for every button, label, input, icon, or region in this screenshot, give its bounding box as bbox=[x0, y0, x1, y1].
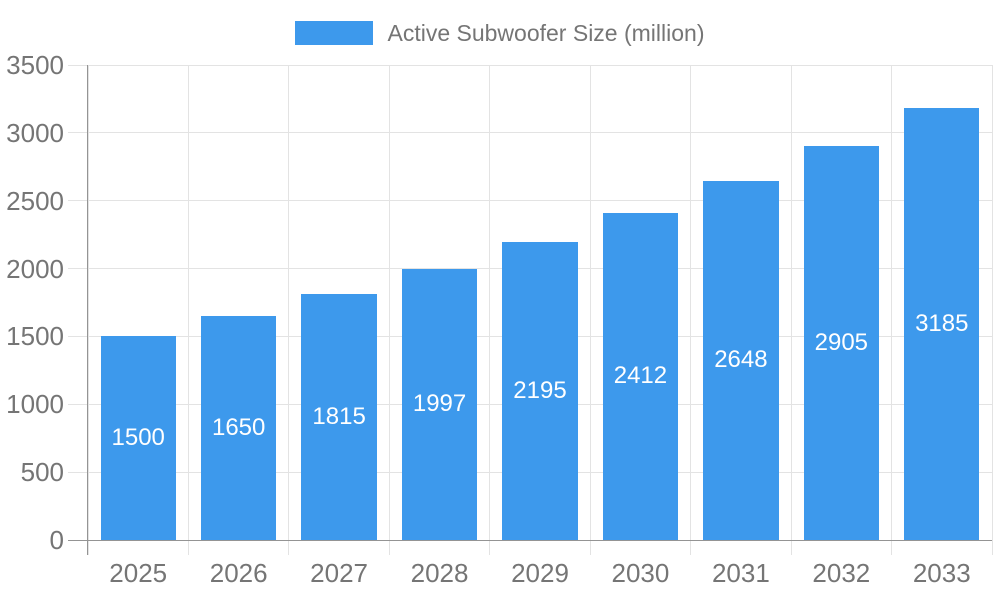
bar-value-label: 1815 bbox=[312, 402, 366, 430]
y-tick-label: 2500 bbox=[6, 185, 64, 216]
bar[interactable]: 1815 bbox=[301, 293, 377, 540]
y-tick-label: 0 bbox=[49, 525, 64, 555]
y-axis-line bbox=[87, 65, 88, 555]
bar[interactable]: 2648 bbox=[703, 180, 779, 540]
bar-value-label: 2648 bbox=[714, 346, 768, 374]
y-axis-tick bbox=[68, 132, 88, 134]
x-tick-label: 2026 bbox=[209, 558, 268, 588]
bar[interactable]: 1650 bbox=[201, 316, 277, 540]
bar[interactable]: 1500 bbox=[100, 336, 176, 540]
y-tick-label: 2000 bbox=[6, 253, 64, 284]
x-tick-label: 2027 bbox=[310, 558, 369, 588]
bar-value-label: 1650 bbox=[211, 414, 266, 442]
bar-value-label: 2412 bbox=[613, 362, 668, 390]
v-gridline bbox=[891, 65, 893, 540]
x-axis-tick bbox=[489, 540, 491, 555]
bar[interactable]: 2905 bbox=[803, 145, 879, 540]
y-axis-tick bbox=[68, 471, 88, 473]
v-gridline bbox=[288, 65, 290, 540]
v-gridline bbox=[991, 65, 993, 540]
v-gridline bbox=[388, 65, 390, 540]
x-axis-tick bbox=[891, 540, 893, 555]
bar-value-label: 1997 bbox=[412, 390, 467, 418]
v-gridline bbox=[690, 65, 692, 540]
x-axis-tick bbox=[388, 540, 390, 555]
x-axis-tick bbox=[790, 540, 792, 555]
h-gridline bbox=[88, 132, 992, 134]
bar[interactable]: 2195 bbox=[502, 242, 578, 540]
v-gridline bbox=[489, 65, 491, 540]
x-tick-label: 2025 bbox=[109, 558, 168, 588]
x-axis-tick bbox=[991, 540, 993, 555]
y-axis-tick bbox=[68, 64, 88, 66]
h-gridline bbox=[88, 200, 992, 202]
v-gridline bbox=[790, 65, 792, 540]
y-axis-tick bbox=[68, 403, 88, 405]
y-axis-tick bbox=[68, 200, 88, 202]
x-axis-line bbox=[68, 539, 992, 541]
y-tick-label: 1500 bbox=[6, 321, 64, 352]
h-gridline bbox=[88, 64, 992, 66]
y-tick-label: 3500 bbox=[6, 50, 64, 80]
x-axis-tick bbox=[87, 540, 89, 555]
v-gridline bbox=[187, 65, 189, 540]
bar[interactable]: 1997 bbox=[401, 268, 478, 540]
bar[interactable]: 3185 bbox=[904, 107, 980, 540]
x-axis-tick bbox=[690, 540, 692, 555]
x-tick-label: 2031 bbox=[711, 558, 770, 588]
y-tick-label: 3000 bbox=[6, 117, 64, 148]
bar[interactable]: 2412 bbox=[602, 212, 679, 540]
x-tick-label: 2032 bbox=[812, 558, 871, 588]
x-tick-label: 2028 bbox=[410, 558, 469, 588]
x-tick-label: 2033 bbox=[912, 558, 971, 588]
v-gridline bbox=[87, 65, 89, 540]
x-tick-label: 2029 bbox=[511, 558, 569, 588]
x-axis-tick bbox=[589, 540, 591, 555]
y-axis-tick bbox=[68, 335, 88, 337]
y-tick-label: 500 bbox=[20, 457, 64, 488]
y-tick-label: 1000 bbox=[6, 389, 64, 420]
x-tick-label: 2030 bbox=[611, 558, 670, 588]
legend-label: Active Subwoofer Size (million) bbox=[387, 20, 705, 46]
legend-swatch bbox=[295, 21, 374, 45]
bar-value-label: 2195 bbox=[513, 377, 567, 405]
legend[interactable]: Active Subwoofer Size (million) bbox=[0, 20, 1000, 46]
x-axis-tick bbox=[187, 540, 189, 555]
bar-value-label: 2905 bbox=[814, 328, 869, 356]
y-axis-tick bbox=[68, 268, 88, 270]
bar-value-label: 3185 bbox=[915, 309, 969, 337]
x-axis-tick bbox=[288, 540, 290, 555]
bar-value-label: 1500 bbox=[111, 424, 165, 452]
v-gridline bbox=[589, 65, 591, 540]
